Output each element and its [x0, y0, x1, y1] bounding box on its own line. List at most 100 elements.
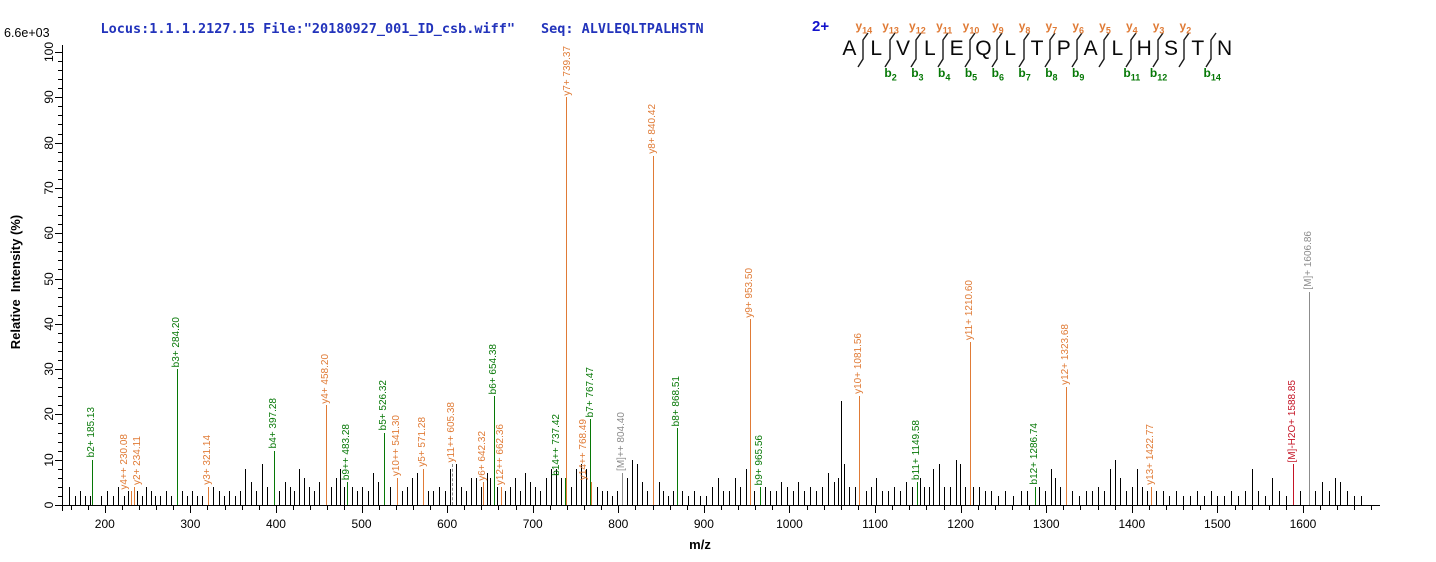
fragment-peak — [176, 369, 178, 505]
x-tick — [1302, 506, 1304, 513]
fragment-peak-label: y4+ 458.20 — [319, 353, 331, 404]
residue-letter: H — [1136, 37, 1152, 60]
noise-peak — [560, 477, 562, 505]
fragment-peak — [1066, 387, 1068, 505]
x-axis-title: m/z — [689, 537, 711, 552]
y-tick — [58, 423, 62, 425]
noise-peak — [234, 495, 236, 505]
noise-peak — [1210, 491, 1212, 505]
noise-peak — [406, 486, 408, 505]
y-ion-label: y13 — [882, 19, 899, 36]
noise-peak — [118, 486, 120, 505]
noise-peak — [330, 486, 332, 505]
x-tick — [584, 506, 586, 510]
noise-peak — [137, 491, 139, 505]
fragment-peak-label: b9++ 483.28 — [341, 424, 353, 481]
fragment-peak — [859, 396, 861, 505]
noise-peak — [90, 495, 92, 505]
noise-peak — [1059, 486, 1061, 505]
noise-peak — [455, 464, 457, 505]
x-tick — [823, 506, 825, 510]
noise-peak — [1098, 486, 1100, 505]
y-tick — [58, 332, 62, 334]
noise-peak — [1054, 477, 1056, 505]
y-tick-label: 30 — [42, 362, 56, 376]
y-tick-label: 90 — [42, 90, 56, 104]
x-tick — [1337, 506, 1339, 510]
x-tick — [1285, 506, 1287, 510]
noise-peak — [973, 486, 975, 505]
y-tick — [58, 79, 62, 81]
noise-peak — [1078, 495, 1080, 505]
noise-peak — [1335, 477, 1337, 505]
noise-peak — [602, 491, 604, 505]
noise-peak — [607, 491, 609, 505]
noise-peak — [775, 491, 777, 505]
noise-peak — [933, 468, 935, 505]
y-tick-label: 70 — [42, 181, 56, 195]
fragment-peak — [591, 482, 593, 505]
x-tick — [121, 506, 123, 510]
y-tick — [58, 360, 62, 362]
noise-peak — [352, 486, 354, 505]
fragment-peak-label: b7+ 767.47 — [585, 366, 597, 417]
noise-peak — [833, 482, 835, 505]
noise-peak — [218, 491, 220, 505]
noise-peak — [535, 486, 537, 505]
x-tick — [1320, 506, 1322, 510]
noise-peak — [798, 482, 800, 505]
noise-peak — [487, 473, 489, 505]
noise-peak — [1110, 468, 1112, 505]
noise-peak — [786, 486, 788, 505]
y-tick — [58, 477, 62, 479]
fragmentation-divider — [1018, 32, 1030, 73]
noise-peak — [717, 477, 719, 505]
residue-letter: L — [1004, 37, 1017, 60]
y-tick — [58, 206, 62, 208]
noise-peak — [1299, 491, 1301, 505]
noise-peak — [433, 491, 435, 505]
x-tick — [857, 506, 859, 510]
x-tick — [909, 506, 911, 510]
noise-peak — [1114, 459, 1116, 505]
x-tick — [1080, 506, 1082, 510]
b-ion-label: b5 — [964, 66, 978, 83]
noise-peak — [444, 491, 446, 505]
fragment-peak-label: [M]++ 804.40 — [616, 412, 628, 472]
fragmentation-divider — [1178, 32, 1190, 73]
residue-letter: E — [949, 37, 964, 60]
noise-peak — [1217, 495, 1219, 505]
x-tick-label: 600 — [437, 517, 458, 531]
noise-peak — [955, 459, 957, 505]
x-tick — [70, 506, 72, 510]
x-tick — [789, 506, 791, 513]
fragment-peak — [759, 486, 761, 505]
y-tick — [58, 242, 62, 244]
x-tick — [481, 506, 483, 510]
noise-peak — [228, 491, 230, 505]
y-ion-label: y3 — [1152, 19, 1165, 36]
noise-peak — [804, 491, 806, 505]
noise-peak — [998, 495, 1000, 505]
fragmentation-divider — [884, 32, 896, 73]
fragment-peak-label: y9+ 953.50 — [743, 267, 755, 318]
noise-peak — [617, 491, 619, 505]
noise-peak — [476, 477, 478, 505]
noise-peak — [964, 486, 966, 505]
noise-peak — [899, 491, 901, 505]
x-tick-label: 500 — [351, 517, 372, 531]
fragment-peak-label: b12+ 1286.74 — [1028, 423, 1040, 485]
y-tick — [58, 160, 62, 162]
x-tick — [515, 506, 517, 510]
x-tick — [549, 506, 551, 510]
x-tick — [618, 506, 620, 513]
fragment-peak — [493, 396, 495, 505]
fragment-peak — [1308, 292, 1310, 505]
noise-peak — [1044, 491, 1046, 505]
fragment-peak-label: y10+ 1081.56 — [853, 333, 865, 395]
noise-peak — [881, 491, 883, 505]
noise-peak — [647, 491, 649, 505]
x-tick — [361, 506, 363, 513]
noise-peak — [1020, 491, 1022, 505]
x-tick-label: 1400 — [1118, 517, 1146, 531]
